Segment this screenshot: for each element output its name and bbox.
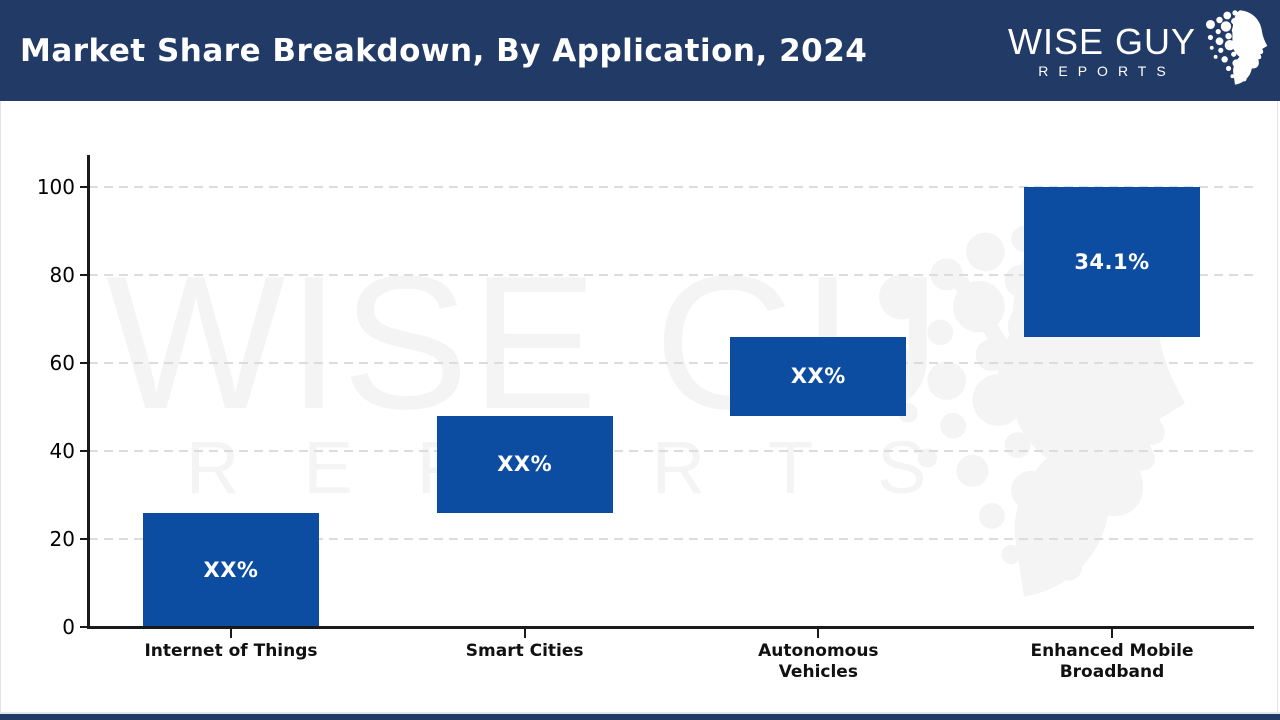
gridline: [89, 537, 1254, 540]
bar-value-label: XX%: [203, 557, 259, 582]
brand-logo-text: WISE GUY REPORTS: [1007, 21, 1196, 79]
y-axis-tick-label: 80: [49, 262, 75, 287]
gridline: [89, 185, 1254, 188]
y-axis-tick-label: 40: [49, 438, 75, 463]
y-axis-tick-mark: [80, 361, 89, 364]
y-axis-tick-label: 0: [62, 615, 75, 639]
x-axis-category-label: Internet of Things: [144, 641, 318, 661]
footer-divider: [0, 712, 1280, 714]
header-bar: Market Share Breakdown, By Application, …: [0, 0, 1280, 101]
bar: XX%: [143, 512, 319, 627]
x-axis-tick-mark: [230, 629, 232, 638]
y-axis-tick-mark: [80, 449, 89, 452]
footer-bar: [0, 714, 1280, 720]
brand-name: WISE GUY: [1007, 21, 1196, 62]
y-axis-tick-mark: [80, 273, 89, 276]
y-axis-tick-mark: [80, 537, 89, 540]
x-axis-category-label: Autonomous Vehicles: [758, 641, 879, 682]
x-axis-tick-mark: [817, 629, 820, 638]
bar-value-label: XX%: [790, 364, 846, 389]
brand-subtitle: REPORTS: [1038, 63, 1176, 79]
y-axis-tick-label: 20: [49, 526, 75, 551]
wise-guy-head-icon: [1198, 9, 1272, 93]
y-axis-line: [87, 155, 90, 629]
x-axis-tick-mark: [1111, 629, 1113, 638]
y-axis-tick-mark: [80, 185, 89, 188]
gridline: [89, 361, 1254, 364]
x-axis-category-label: Smart Cities: [465, 641, 584, 661]
chart-title: Market Share Breakdown, By Application, …: [20, 32, 868, 69]
bar: 34.1%: [1024, 186, 1200, 337]
bar-value-label: 34.1%: [1074, 249, 1150, 274]
y-axis-tick-label: 60: [49, 350, 75, 375]
bar: XX%: [730, 336, 907, 416]
bar-value-label: XX%: [497, 452, 553, 477]
brand-logo: WISE GUY REPORTS: [1008, 0, 1272, 101]
chart-area: WISE GUY REPORTS 020406080100XX%Internet…: [0, 101, 1278, 712]
gridline: [89, 449, 1254, 452]
x-axis-tick-mark: [523, 629, 526, 638]
bar: XX%: [436, 416, 613, 513]
y-axis-tick-mark: [80, 626, 89, 628]
y-axis-tick-label: 100: [36, 174, 75, 199]
gridline: [89, 273, 1254, 276]
x-axis-line: [87, 626, 1254, 629]
x-axis-category-label: Enhanced Mobile Broadband: [1030, 641, 1194, 682]
